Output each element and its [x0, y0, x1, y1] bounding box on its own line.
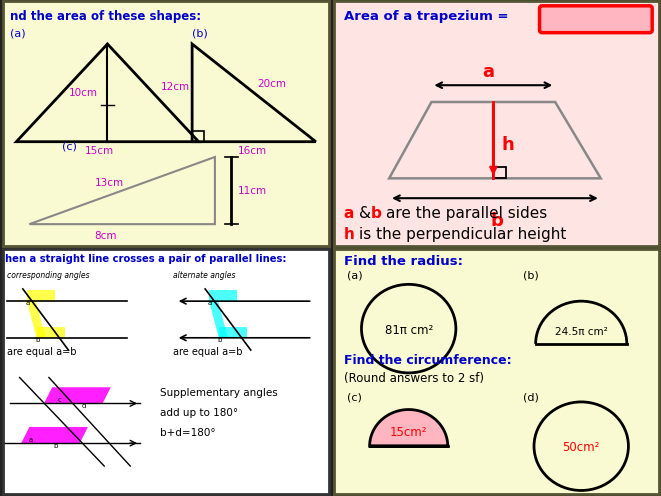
Text: corresponding angles: corresponding angles	[7, 271, 89, 280]
Polygon shape	[209, 301, 228, 338]
Text: Find the radius:: Find the radius:	[344, 255, 463, 268]
Polygon shape	[219, 327, 247, 338]
Text: alternate angles: alternate angles	[173, 271, 235, 280]
Text: b: b	[217, 337, 222, 343]
Polygon shape	[209, 291, 237, 301]
Polygon shape	[26, 291, 55, 301]
Text: Find the circumference:: Find the circumference:	[344, 354, 511, 367]
Text: 20cm: 20cm	[257, 79, 286, 89]
Text: 11cm: 11cm	[238, 186, 267, 195]
Polygon shape	[36, 327, 65, 338]
Text: h: h	[502, 136, 514, 154]
Text: 10cm: 10cm	[69, 88, 97, 98]
Text: (a): (a)	[347, 270, 362, 280]
Text: 12cm: 12cm	[161, 82, 190, 92]
Text: d: d	[82, 403, 87, 409]
Text: are equal a=b: are equal a=b	[173, 347, 242, 357]
Text: 15cm²: 15cm²	[390, 426, 428, 439]
Text: 16cm: 16cm	[238, 146, 267, 156]
Text: b: b	[35, 337, 40, 343]
Text: 8cm: 8cm	[95, 232, 117, 242]
Text: Area of a trapezium =: Area of a trapezium =	[344, 10, 508, 23]
Text: h: h	[344, 227, 354, 243]
Text: hen a straight line crosses a pair of parallel lines:: hen a straight line crosses a pair of pa…	[5, 254, 286, 264]
Text: is the perpendicular height: is the perpendicular height	[359, 227, 566, 243]
Text: Supplementary angles: Supplementary angles	[159, 388, 278, 398]
Text: 13cm: 13cm	[95, 178, 124, 188]
Text: a: a	[28, 436, 33, 442]
Text: (c): (c)	[347, 392, 362, 402]
Polygon shape	[44, 387, 111, 403]
Text: nd the area of these shapes:: nd the area of these shapes:	[10, 10, 201, 23]
Text: (b): (b)	[523, 270, 538, 280]
Text: (c): (c)	[62, 141, 77, 151]
Polygon shape	[21, 427, 88, 443]
Text: are equal a=b: are equal a=b	[7, 347, 76, 357]
Text: add up to 180°: add up to 180°	[159, 408, 238, 418]
Text: 15cm: 15cm	[85, 146, 114, 156]
Polygon shape	[369, 410, 447, 446]
Text: 50cm²: 50cm²	[563, 441, 600, 454]
Text: c: c	[58, 397, 62, 403]
Polygon shape	[26, 301, 46, 338]
Text: are the parallel sides: are the parallel sides	[386, 206, 547, 221]
Text: a: a	[208, 300, 212, 306]
Text: a: a	[344, 206, 354, 221]
FancyBboxPatch shape	[539, 6, 652, 33]
Text: b: b	[371, 206, 382, 221]
Text: 81π cm²: 81π cm²	[385, 324, 433, 337]
Text: (a): (a)	[10, 28, 25, 38]
Text: 24.5π cm²: 24.5π cm²	[555, 327, 607, 337]
Text: b: b	[490, 212, 503, 230]
Text: &: &	[359, 206, 376, 221]
Text: (Round answers to 2 sf): (Round answers to 2 sf)	[344, 372, 484, 385]
Text: b+d=180°: b+d=180°	[159, 428, 215, 437]
Text: b: b	[54, 443, 58, 449]
Text: a: a	[25, 300, 30, 306]
Text: (b): (b)	[192, 28, 208, 38]
Text: (d): (d)	[523, 392, 539, 402]
Text: a: a	[483, 62, 494, 81]
